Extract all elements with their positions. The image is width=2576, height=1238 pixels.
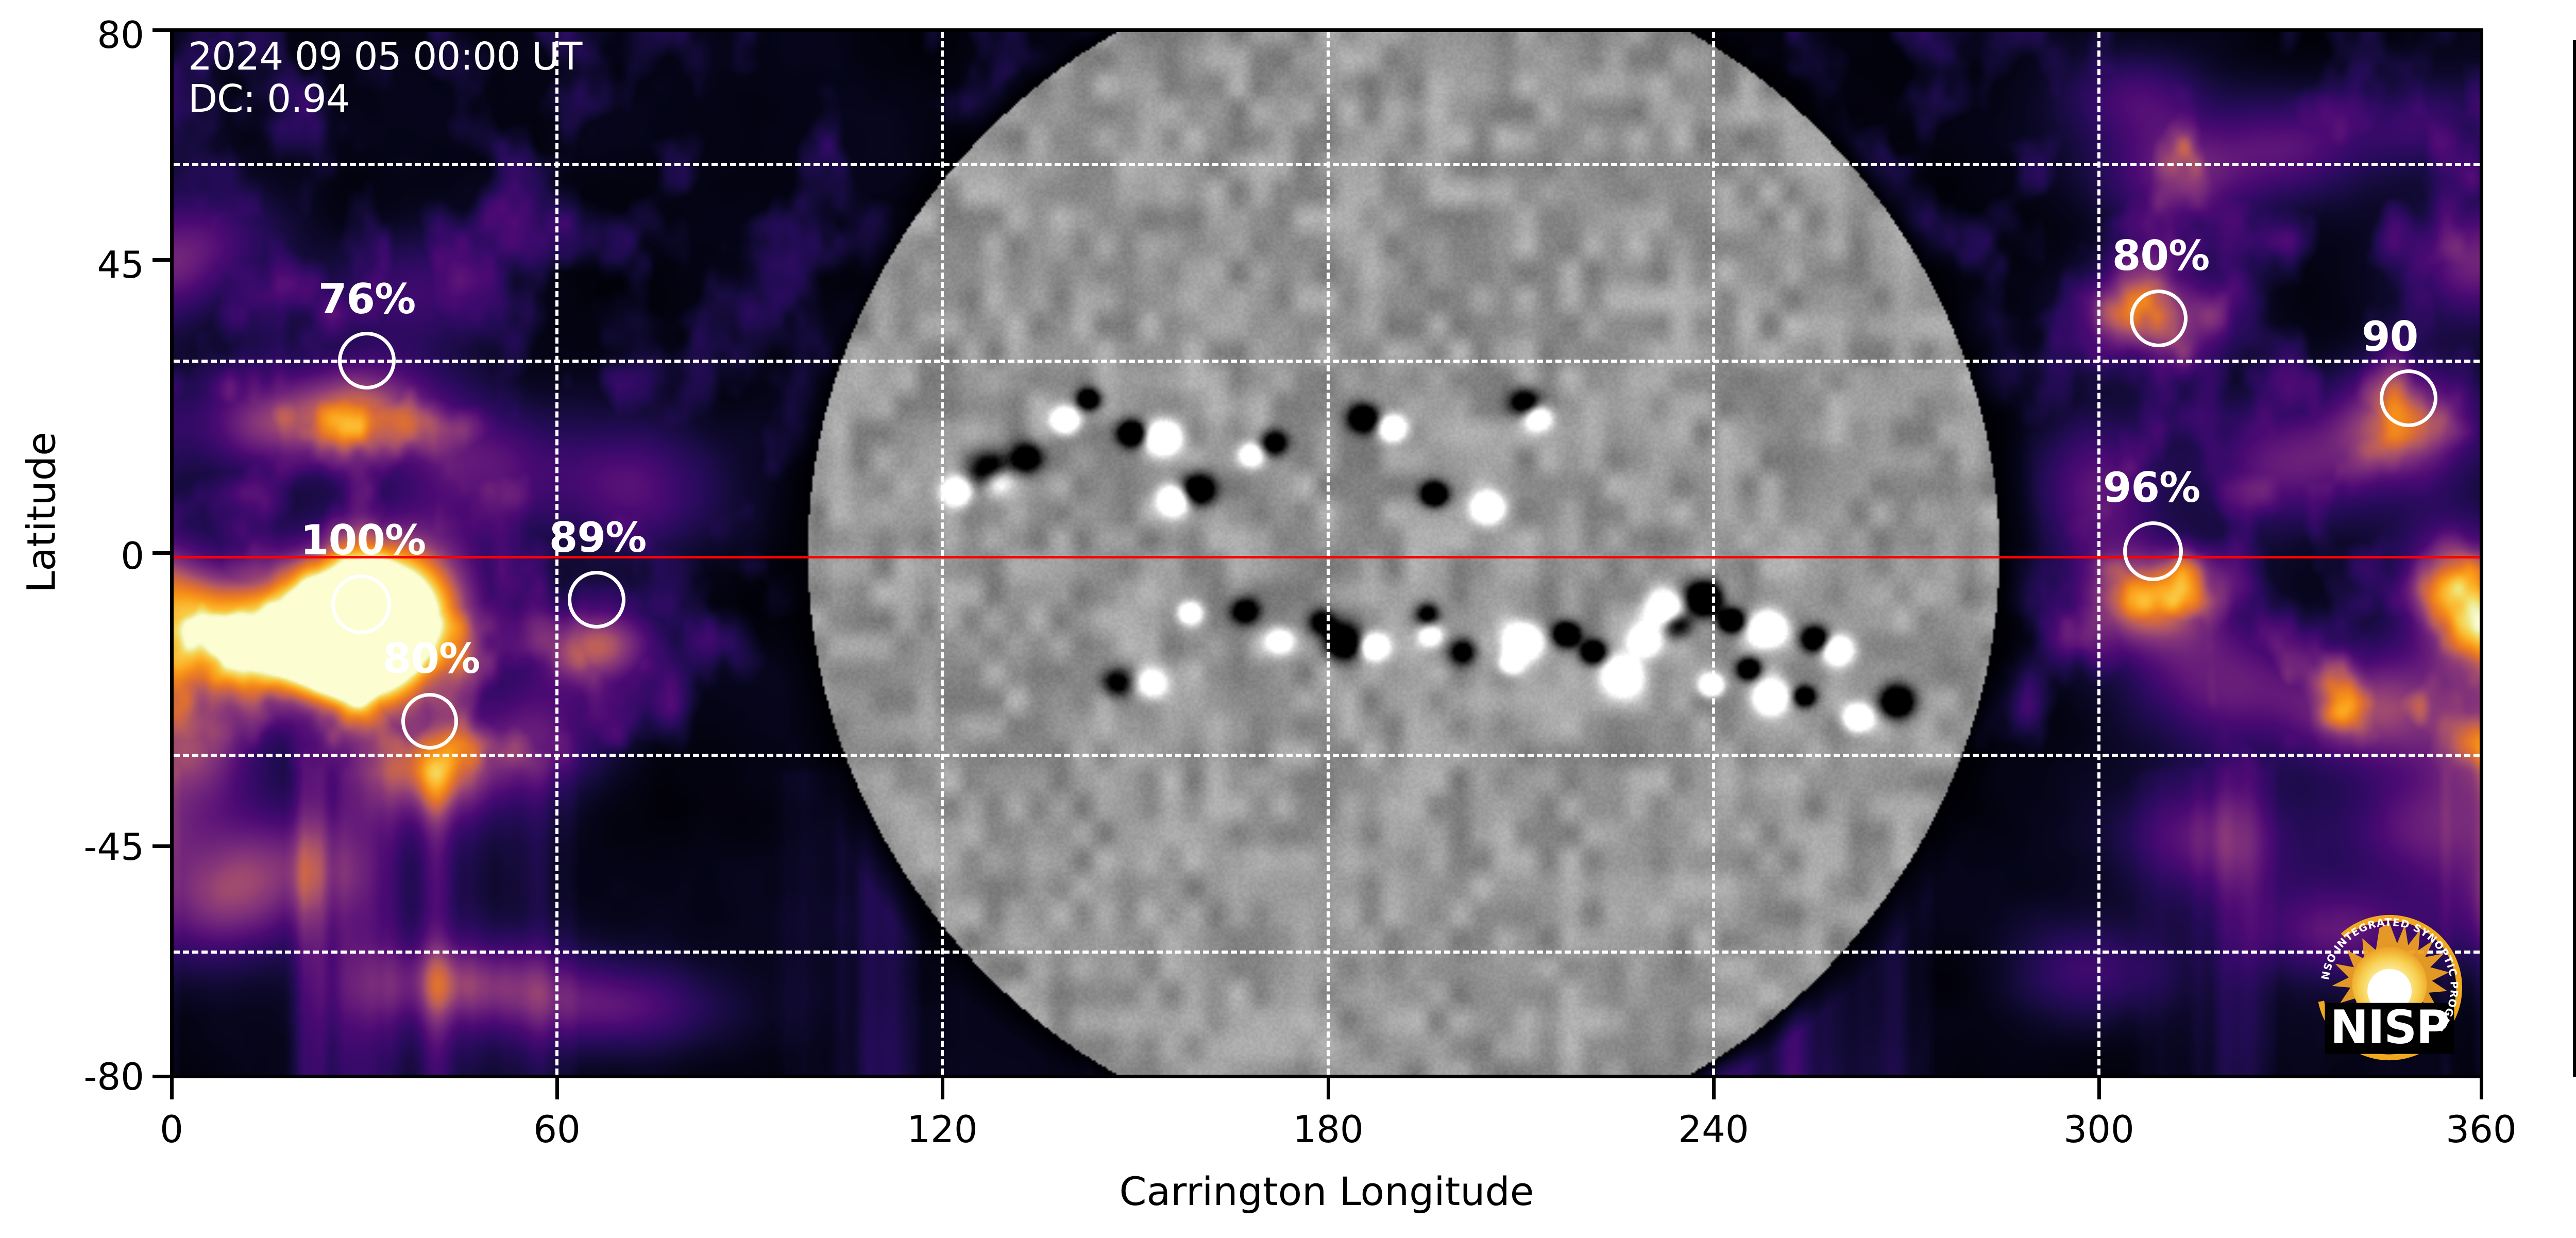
x-tick-mark-240 — [1712, 1078, 1716, 1099]
nisp-logo: NISP NSO INTEGRATED SYNOPTIC PROGRAM — [2304, 903, 2475, 1073]
y-tick-label-45: 45 — [97, 243, 144, 286]
x-tick-label-0: 0 — [160, 1108, 183, 1151]
y-tick-label-0: 0 — [121, 534, 144, 578]
region-circle-96[interactable] — [2123, 521, 2183, 581]
x-tick-mark-60 — [555, 1078, 559, 1099]
x-tick-mark-360 — [2480, 1078, 2483, 1099]
region-circle-89[interactable] — [568, 571, 625, 629]
x-tick-label-180: 180 — [1293, 1108, 1364, 1151]
region-label-90: 90 — [2362, 313, 2418, 361]
region-label-80-north: 80% — [2112, 232, 2210, 280]
gridline-lon-60 — [555, 32, 558, 1075]
duty-cycle-label: DC: 0.94 — [188, 77, 350, 121]
y-tick-mark-m45 — [152, 844, 174, 848]
y-tick-mark-80 — [152, 28, 174, 32]
x-tick-label-300: 300 — [2063, 1108, 2134, 1151]
region-label-80-south: 80% — [382, 635, 480, 683]
y-axis-label: Latitude — [18, 432, 64, 593]
x-tick-label-360: 360 — [2446, 1108, 2517, 1151]
region-circle-100[interactable] — [331, 574, 391, 634]
nisp-acronym: NISP — [2330, 1000, 2449, 1054]
colorbar-farside-phase-shift — [2573, 40, 2576, 1077]
x-tick-label-120: 120 — [907, 1108, 978, 1151]
x-tick-label-60: 60 — [533, 1108, 581, 1151]
x-tick-label-240: 240 — [1678, 1108, 1749, 1151]
x-axis-label: Carrington Longitude — [1119, 1168, 1534, 1214]
y-tick-mark-0 — [152, 551, 174, 555]
x-tick-mark-120 — [941, 1078, 944, 1099]
y-tick-mark-45 — [152, 258, 174, 262]
y-tick-label-80: 80 — [97, 13, 144, 57]
synoptic-map-axes[interactable]: 2024 09 05 00:00 UT DC: 0.94 76% 100% 80… — [170, 28, 2483, 1078]
gridline-lon-180 — [1327, 32, 1330, 1075]
x-tick-mark-300 — [2097, 1078, 2101, 1099]
x-tick-mark-180 — [1327, 1078, 1330, 1099]
y-tick-mark-m80 — [152, 1075, 174, 1078]
region-circle-80-south[interactable] — [401, 693, 458, 750]
region-label-96: 96% — [2103, 464, 2200, 512]
y-tick-label-m80: -80 — [83, 1055, 144, 1098]
region-label-100: 100% — [300, 516, 426, 564]
region-circle-80-north[interactable] — [2130, 290, 2188, 347]
y-tick-label-m45: -45 — [83, 825, 144, 869]
gridline-lon-240 — [1712, 32, 1715, 1075]
region-label-89: 89% — [549, 514, 647, 562]
x-tick-mark-0 — [170, 1078, 174, 1099]
gridline-lon-300 — [2097, 32, 2100, 1075]
region-label-76: 76% — [318, 275, 416, 323]
gridline-lon-120 — [941, 32, 944, 1075]
timestamp-label: 2024 09 05 00:00 UT — [188, 35, 582, 79]
region-circle-76[interactable] — [338, 332, 396, 389]
equator-line — [174, 556, 2480, 558]
region-circle-90[interactable] — [2380, 369, 2437, 427]
